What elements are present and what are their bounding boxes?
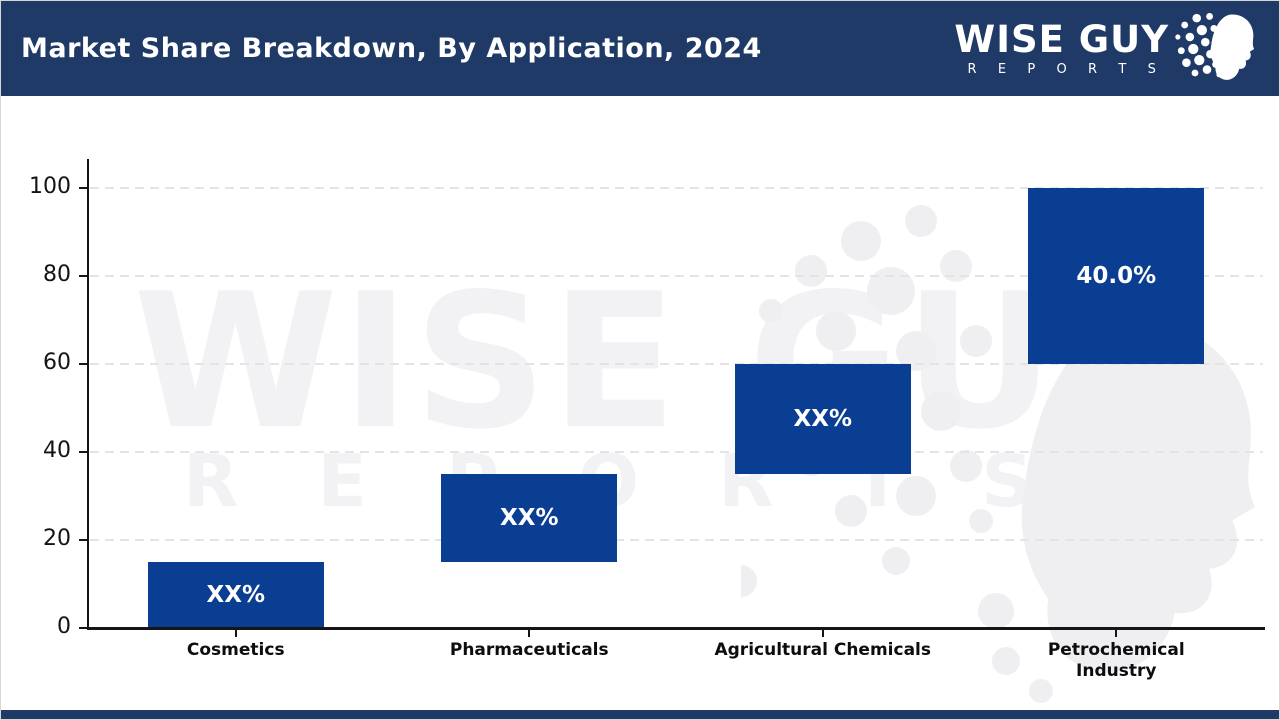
y-tick-mark-100 <box>79 187 87 189</box>
logo-subtext: R E P O R T S <box>967 61 1166 77</box>
x-tick-mark-agricultural-chemicals <box>821 630 824 637</box>
y-tick-mark-80 <box>79 275 87 277</box>
gridline-100 <box>90 187 1263 189</box>
bar-value-label: XX% <box>499 505 559 531</box>
bar-value-label: XX% <box>206 582 265 608</box>
y-tick-label-80: 80 <box>43 262 71 287</box>
y-axis-spine <box>87 159 89 630</box>
bar-agricultural-chemicals: XX% <box>734 364 911 474</box>
header-band: Market Share Breakdown, By Application, … <box>1 1 1279 96</box>
bar-petrochemical-industry: 40.0% <box>1028 188 1205 364</box>
y-tick-mark-0 <box>79 627 87 629</box>
y-tick-label-60: 60 <box>43 350 71 375</box>
x-tick-label-pharmaceuticals: Pharmaceuticals <box>449 640 609 660</box>
y-tick-mark-20 <box>79 539 87 541</box>
x-tick-label-cosmetics: Cosmetics <box>186 640 285 660</box>
gridline-40 <box>90 451 1263 453</box>
x-tick-label-petrochemical-industry: Petrochemical Industry <box>1047 640 1185 682</box>
bar-pharmaceuticals: XX% <box>441 474 618 562</box>
y-tick-mark-40 <box>79 451 87 453</box>
y-tick-label-20: 20 <box>43 526 71 551</box>
logo-face-icon <box>1175 13 1255 80</box>
x-tick-mark-petrochemical-industry <box>1115 630 1118 637</box>
x-tick-mark-pharmaceuticals <box>528 630 531 637</box>
logo-wordmark: WISE GUY <box>954 18 1169 62</box>
gridline-20 <box>90 539 1263 541</box>
y-tick-label-100: 100 <box>29 174 71 199</box>
y-tick-mark-60 <box>79 363 87 365</box>
gridline-60 <box>90 363 1263 365</box>
logo-text: WISE GUY R E P O R T S <box>954 18 1169 77</box>
bar-cosmetics: XX% <box>147 562 324 628</box>
x-tick-mark-cosmetics <box>234 630 237 637</box>
x-axis-spine <box>87 627 1265 630</box>
wise-guy-logo: WISE GUY R E P O R T S <box>954 8 1267 90</box>
gridline-80 <box>90 275 1263 277</box>
bar-value-label: XX% <box>793 406 852 432</box>
x-tick-label-agricultural-chemicals: Agricultural Chemicals <box>714 640 932 660</box>
watermark-wordmark: WISE GUY <box>133 253 1196 470</box>
page-title: Market Share Breakdown, By Application, … <box>21 33 762 64</box>
watermark-face-dots <box>741 205 1256 703</box>
y-tick-label-0: 0 <box>57 614 71 639</box>
bar-value-label: 40.0% <box>1076 263 1157 289</box>
footer-band <box>1 710 1279 719</box>
y-tick-label-40: 40 <box>43 438 71 463</box>
